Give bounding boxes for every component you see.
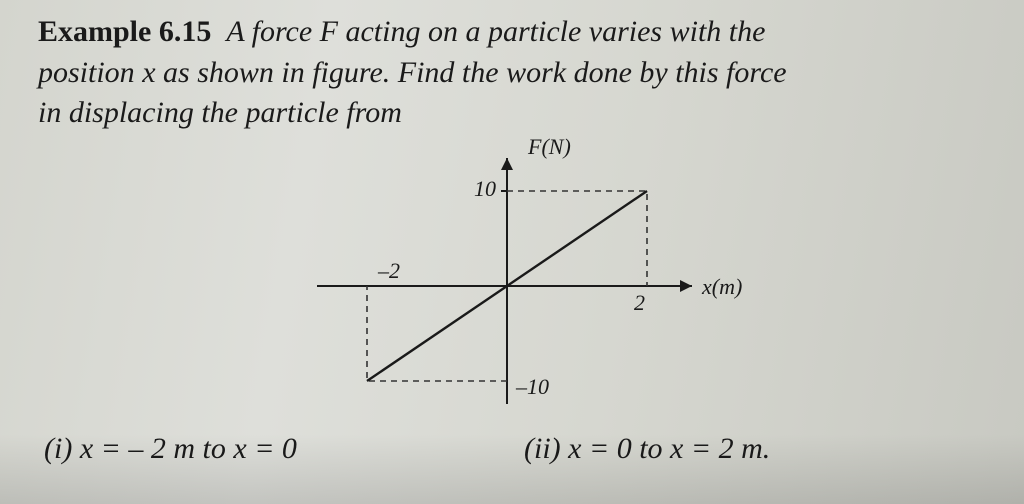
force-position-graph: F(N) x(m) 10 –10 –2 2 (282, 136, 742, 426)
problem-line2b: as shown in figure. Find the work done b… (156, 56, 787, 89)
part-i: (i) x = – 2 m to x = 0 (44, 432, 484, 466)
problem-line2a: position (38, 56, 142, 89)
y-tick-positive: 10 (474, 176, 496, 201)
y-axis-arrow (501, 158, 513, 170)
x-tick-negative: –2 (377, 258, 400, 283)
problem-line1b: acting on a particle varies with the (338, 15, 765, 48)
part-ii-text: (ii) x = 0 to x = 2 m. (524, 432, 770, 465)
position-variable: x (142, 56, 155, 89)
page: Example 6.15 A force F acting on a parti… (0, 0, 1024, 504)
problem-line3: in displacing the particle from (38, 96, 402, 129)
x-axis-label: x(m) (701, 274, 742, 299)
x-axis-arrow (680, 280, 692, 292)
x-tick-positive: 2 (634, 290, 645, 315)
part-i-text: (i) x = – 2 m to x = 0 (44, 432, 297, 465)
problem-line1a: A force (226, 15, 319, 48)
y-axis-label: F(N) (527, 136, 571, 159)
axes (317, 158, 692, 404)
figure-container: F(N) x(m) 10 –10 –2 2 (38, 136, 986, 426)
problem-statement: Example 6.15 A force F acting on a parti… (38, 12, 986, 134)
force-variable: F (320, 15, 338, 48)
y-tick-negative: –10 (515, 374, 549, 399)
parts-row: (i) x = – 2 m to x = 0 (ii) x = 0 to x =… (38, 432, 986, 466)
part-ii: (ii) x = 0 to x = 2 m. (524, 432, 770, 466)
example-label: Example 6.15 (38, 15, 211, 48)
